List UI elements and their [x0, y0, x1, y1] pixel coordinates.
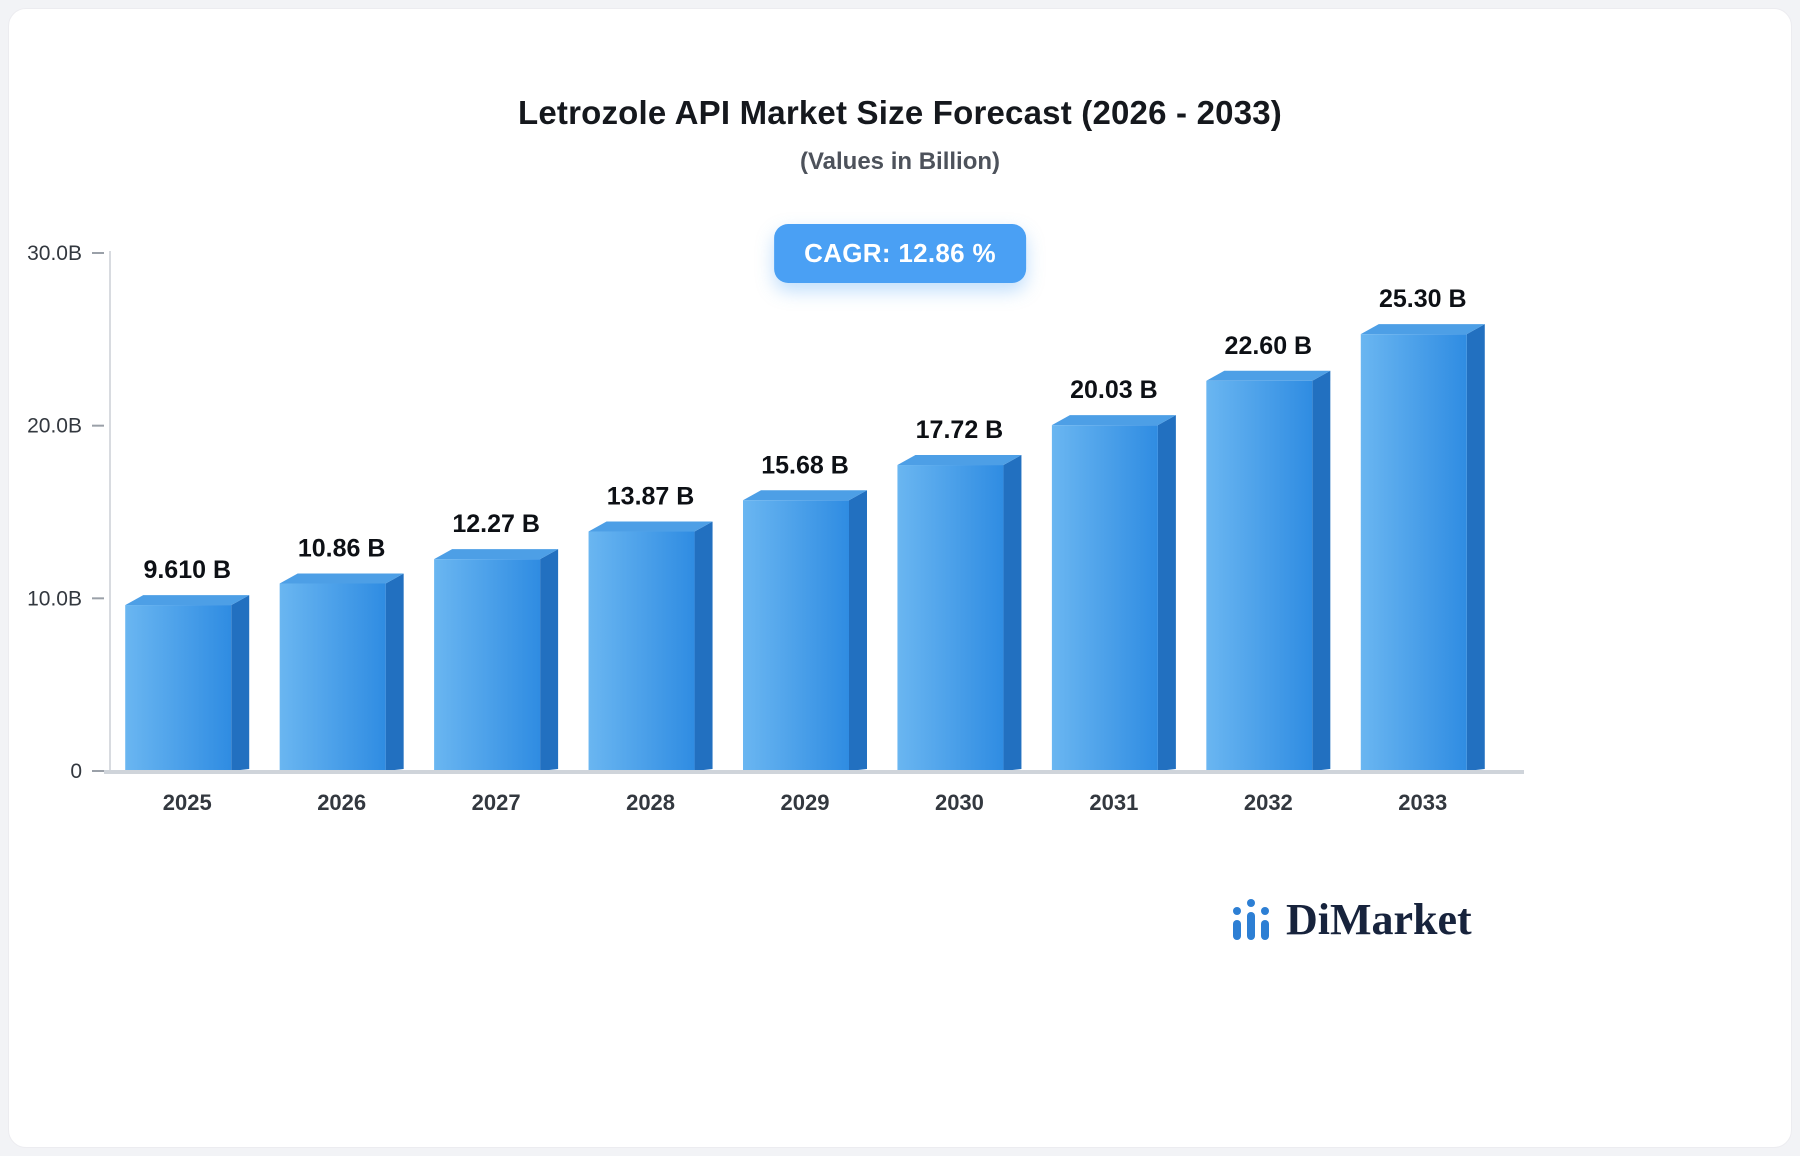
x-tick-label: 2030 [935, 790, 984, 815]
bar-value-label: 12.27 B [452, 510, 540, 538]
bar-side-face [540, 549, 559, 771]
bar-2030: 17.72 B 2030 [897, 416, 1022, 815]
bar-value-label: 15.68 B [761, 451, 849, 479]
brand-name: DiMarket [1286, 895, 1472, 944]
x-tick-label: 2025 [163, 790, 212, 815]
bar-2032: 22.60 B 2032 [1206, 332, 1331, 815]
bar-side-face [231, 595, 250, 771]
bar-side-face [694, 521, 713, 771]
x-tick-label: 2027 [472, 790, 521, 815]
bar-front-face [1051, 425, 1158, 771]
bar-front-face [434, 559, 541, 771]
bar-top-face [1206, 370, 1331, 381]
bar-front-face [125, 605, 232, 771]
cagr-badge: CAGR: 12.86 % [774, 224, 1026, 283]
bar-front-face [1206, 380, 1313, 771]
x-tick-label: 2032 [1244, 790, 1293, 815]
bar-side-face [849, 490, 867, 771]
brand-chart-icon [1233, 899, 1269, 940]
x-tick-label: 2029 [781, 790, 830, 815]
bar-front-face [743, 500, 849, 771]
bar-top-face [897, 455, 1022, 466]
bar-chart: 30.0B 20.0B 10.0B 0 9.610 B 2025 10.86 B 2026 12… [27, 242, 1524, 815]
bar-value-label: 22.60 B [1225, 332, 1313, 360]
bar-value-label: 13.87 B [607, 483, 695, 511]
bar-front-face [1360, 334, 1467, 771]
bar-side-face [1003, 455, 1022, 771]
bar-top-face [1051, 415, 1176, 426]
bar-side-face [385, 573, 404, 771]
bar-top-face [279, 573, 404, 584]
y-tick-label: 10.0B [27, 587, 82, 610]
bar-2025: 9.610 B 2025 [125, 556, 250, 815]
x-tick-label: 2031 [1089, 790, 1138, 815]
bar-top-face [1360, 324, 1485, 335]
bar-top-face [125, 595, 250, 606]
bar-side-face [1312, 370, 1331, 771]
bar-front-face [897, 465, 1004, 771]
bar-top-face [588, 521, 713, 532]
bar-value-label: 20.03 B [1070, 376, 1158, 404]
bar-2031: 20.03 B 2031 [1051, 376, 1176, 815]
bar-front-face [279, 583, 386, 771]
bar-top-face [434, 549, 559, 560]
bar-2028: 13.87 B 2028 [588, 483, 713, 815]
bar-2029: 15.68 B 2029 [743, 451, 867, 815]
bar-2026: 10.86 B 2026 [279, 534, 404, 815]
bar-2027: 12.27 B 2027 [434, 510, 559, 815]
bar-value-label: 10.86 B [298, 534, 386, 562]
bar-side-face [1466, 324, 1485, 771]
bar-top-face [743, 490, 867, 501]
bar-front-face [588, 531, 695, 771]
x-tick-label: 2033 [1398, 790, 1447, 815]
bar-value-label: 25.30 B [1379, 285, 1467, 313]
y-tick-label: 20.0B [27, 415, 82, 438]
bar-side-face [1157, 415, 1176, 771]
chart-title: Letrozole API Market Size Forecast (2026… [517, 94, 1282, 131]
y-tick-label: 0 [70, 760, 82, 783]
bar-2033: 25.30 B 2033 [1360, 285, 1485, 815]
bar-value-label: 9.610 B [143, 556, 231, 584]
chart-subtitle: (Values in Billion) [799, 148, 1001, 175]
x-tick-label: 2028 [626, 790, 675, 815]
bar-value-label: 17.72 B [916, 416, 1004, 444]
brand-logo: DiMarket [1228, 898, 1472, 942]
y-tick-label: 30.0B [27, 242, 82, 265]
x-tick-label: 2026 [317, 790, 366, 815]
